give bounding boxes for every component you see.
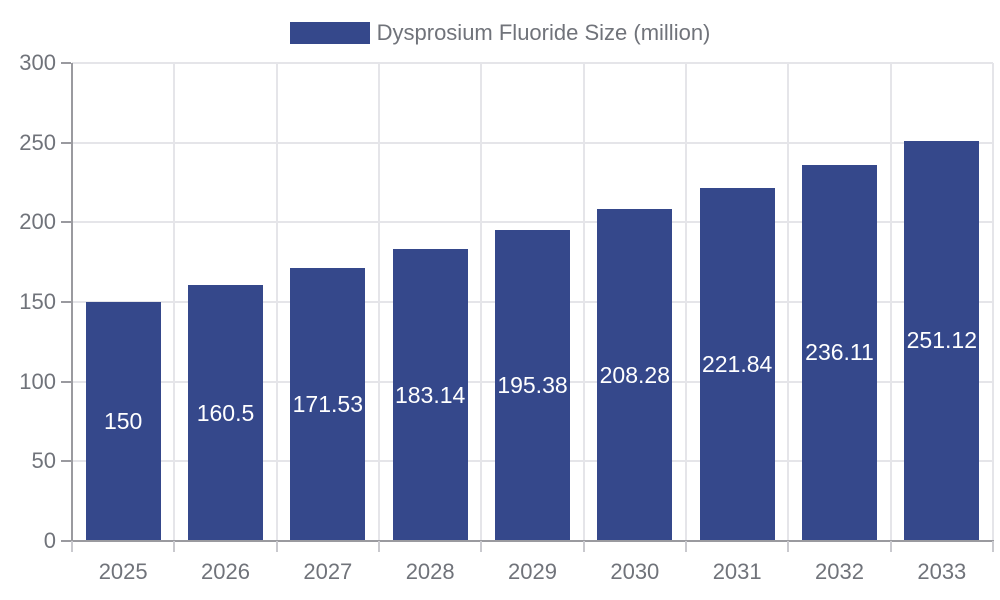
v-gridline	[787, 63, 790, 541]
y-tick	[61, 221, 71, 224]
x-axis-label: 2027	[303, 559, 353, 584]
x-tick	[685, 541, 687, 552]
x-axis-label: 2031	[712, 559, 762, 584]
v-gridline	[685, 63, 687, 541]
bar[interactable]: 251.12	[904, 140, 980, 541]
x-axis-label: 2029	[508, 559, 557, 584]
bar[interactable]: 221.84	[699, 187, 775, 541]
bar-value-label: 195.38	[497, 371, 568, 398]
x-axis-label: 2032	[815, 559, 864, 584]
y-axis-label: 200	[19, 209, 56, 235]
v-gridline	[992, 63, 994, 541]
v-gridline	[582, 63, 585, 541]
y-tick	[61, 460, 71, 463]
y-axis-label: 250	[19, 129, 56, 155]
x-tick	[275, 541, 278, 552]
v-gridline	[173, 63, 176, 541]
bar-value-label: 236.11	[805, 339, 874, 366]
h-gridline	[72, 62, 993, 64]
y-axis-line	[71, 63, 73, 552]
bar-value-label: 160.5	[196, 399, 255, 426]
bar[interactable]: 183.14	[392, 249, 468, 541]
y-tick	[61, 62, 71, 64]
x-axis-label: 2028	[405, 559, 455, 584]
x-axis-label: 2025	[98, 559, 148, 584]
bar[interactable]: 208.28	[597, 209, 673, 541]
y-axis-label: 50	[31, 448, 56, 474]
v-gridline	[480, 63, 483, 541]
y-axis-label: 300	[19, 50, 56, 75]
x-tick	[71, 541, 73, 552]
bar-value-label: 208.28	[599, 361, 670, 388]
y-tick	[61, 301, 71, 303]
bar[interactable]: 160.5	[188, 285, 263, 541]
x-axis-label: 2033	[917, 559, 967, 584]
bar[interactable]: 236.11	[802, 164, 877, 541]
bar-value-label: 150	[103, 408, 143, 434]
bar-value-label: 183.14	[394, 381, 466, 408]
v-gridline	[378, 63, 380, 541]
v-gridline	[889, 63, 892, 541]
x-axis-label: 2030	[610, 559, 660, 584]
y-tick	[61, 540, 71, 542]
x-tick	[378, 541, 380, 552]
y-axis-label: 100	[19, 368, 56, 394]
y-tick	[61, 141, 71, 144]
bar-value-label: 221.84	[701, 350, 773, 377]
bar-value-label: 251.12	[906, 327, 977, 354]
y-axis-label: 0	[43, 528, 56, 553]
x-tick	[787, 541, 790, 552]
legend-swatch-icon	[289, 22, 370, 44]
x-tick	[173, 541, 176, 552]
v-gridline	[275, 63, 278, 541]
bar[interactable]: 150	[85, 302, 161, 541]
x-tick	[889, 541, 892, 552]
y-axis-label: 150	[19, 289, 56, 314]
legend-label: Dysprosium Fluoride Size (million)	[376, 20, 711, 45]
bar[interactable]: 171.53	[290, 267, 366, 541]
x-tick	[480, 541, 483, 552]
bar[interactable]: 195.38	[495, 229, 570, 541]
bar-value-label: 171.53	[292, 390, 363, 417]
y-tick	[61, 380, 71, 383]
legend[interactable]: Dysprosium Fluoride Size (million)	[0, 20, 1000, 46]
x-axis-label: 2026	[201, 559, 250, 584]
x-tick	[992, 541, 994, 552]
x-tick	[582, 541, 585, 552]
h-gridline	[72, 141, 993, 144]
h-gridline	[72, 221, 993, 224]
x-axis-line	[71, 540, 994, 542]
